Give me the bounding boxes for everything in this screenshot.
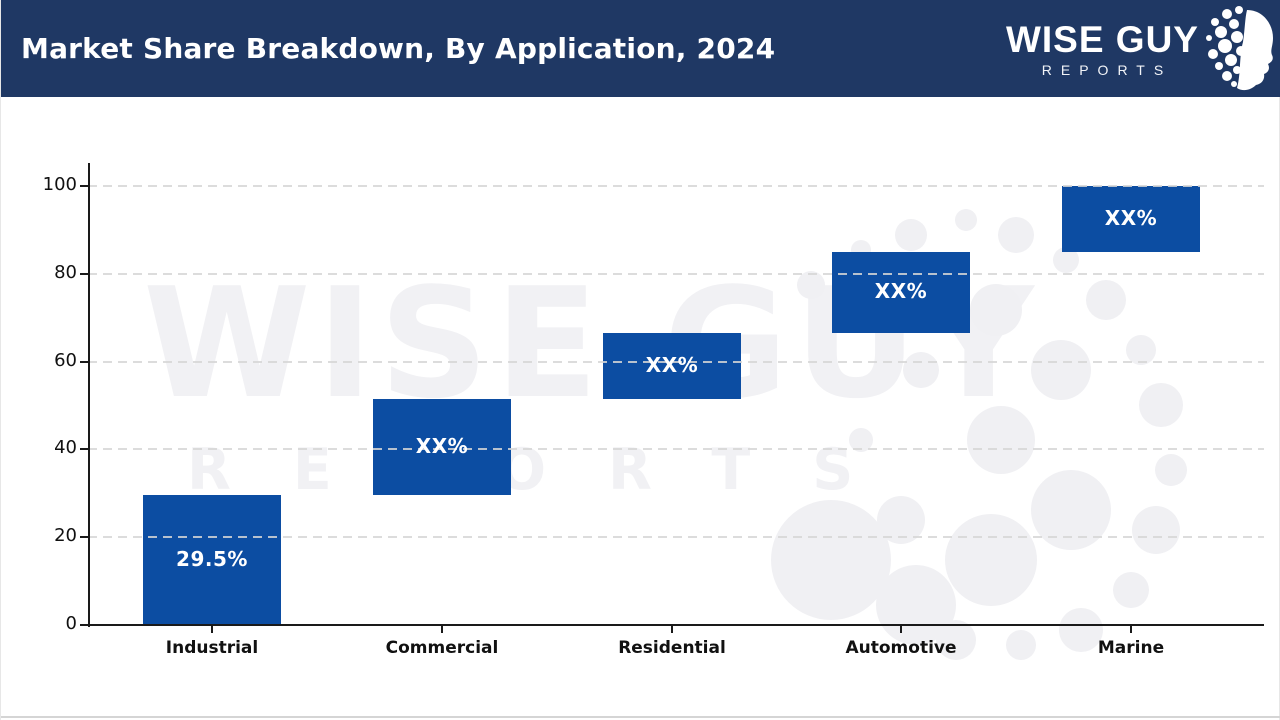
header-bar: Market Share Breakdown, By Application, …: [1, 0, 1280, 97]
brand-logo-line1: WISE GUY: [1005, 18, 1199, 60]
x-axis-tick: [441, 626, 443, 633]
x-axis-category-label: Marine: [1097, 638, 1165, 658]
bar-value-label: XX%: [645, 352, 699, 377]
x-axis-tick: [1130, 626, 1132, 633]
bar-industrial: [143, 495, 281, 625]
brand-logo-line2: REPORTS: [1041, 61, 1173, 78]
bar-commercial: [373, 398, 511, 496]
logo-head-icon: [1206, 5, 1273, 90]
y-axis-tick-label: 80: [54, 261, 77, 283]
y-axis-tick-label: 40: [54, 437, 77, 459]
y-axis-tick: [80, 624, 88, 626]
bar-value-label: XX%: [415, 434, 469, 459]
x-axis-tick: [671, 626, 673, 633]
x-axis-category-label: Commercial: [385, 638, 499, 658]
bar-value-label: XX%: [1104, 205, 1158, 230]
bar-residential: [603, 333, 741, 399]
bar-value-label: 29.5%: [176, 547, 248, 572]
y-axis-tick: [80, 272, 88, 275]
bar-value-label: XX%: [874, 279, 928, 304]
gridline-40: [88, 448, 1264, 451]
y-axis-tick-label: 60: [54, 349, 77, 371]
page-title: Market Share Breakdown, By Application, …: [21, 32, 776, 65]
x-axis-category-label: Automotive: [845, 638, 957, 658]
watermark-head-dots-icon: [771, 209, 1187, 660]
x-axis-category-label: Residential: [618, 638, 726, 658]
brand-logo-text: WISE GUY REPORTS: [1006, 21, 1199, 77]
x-axis-line: [88, 624, 1264, 626]
bar-automotive: [832, 251, 970, 334]
brand-logo: WISE GUY REPORTS: [1006, 4, 1280, 94]
gridline-20: [88, 536, 1264, 539]
y-axis-tick: [80, 448, 88, 451]
y-axis-tick-label: 0: [65, 613, 77, 634]
y-axis-tick: [80, 536, 88, 539]
x-axis-tick: [900, 626, 902, 633]
bar-marine: [1062, 186, 1200, 252]
x-axis-tick: [211, 626, 213, 633]
y-axis-tick-label: 20: [54, 525, 77, 547]
y-axis-tick-label: 100: [42, 174, 77, 195]
y-axis-line: [88, 163, 90, 627]
y-axis-tick: [80, 185, 88, 187]
gridline-60: [88, 360, 1264, 363]
gridline-80: [88, 272, 1264, 275]
gridline-100: [88, 185, 1264, 187]
bottom-border-line: [1, 716, 1280, 718]
x-axis-category-label: Industrial: [165, 638, 259, 658]
watermark-text-line2: REPORTS: [187, 437, 916, 503]
y-axis-tick: [80, 360, 88, 363]
